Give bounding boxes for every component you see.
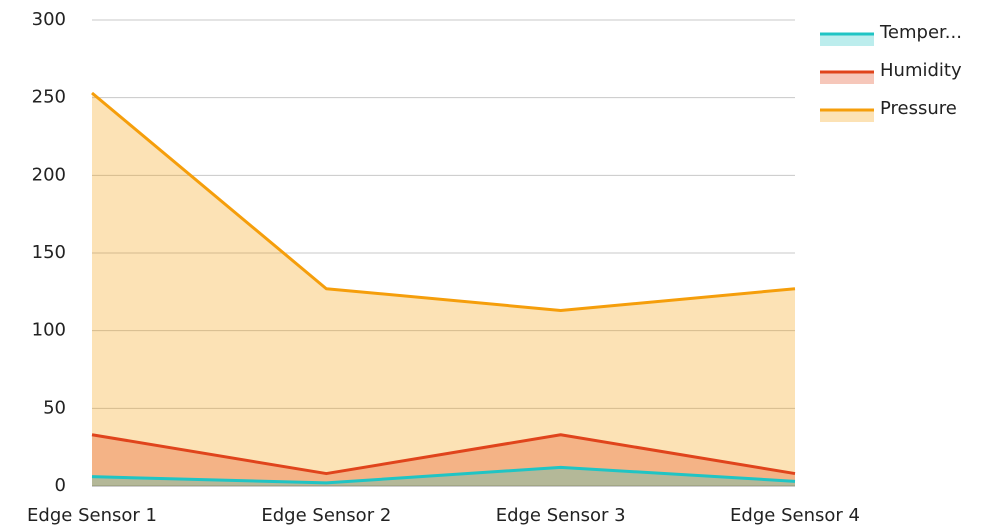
x-tick-label: Edge Sensor 1 (27, 505, 157, 526)
y-tick-label: 250 (32, 87, 66, 108)
legend-swatch (820, 110, 874, 122)
legend-label: Humidity (880, 60, 962, 81)
line (91, 91, 796, 312)
y-tick-label: 100 (32, 320, 66, 341)
line (91, 433, 796, 476)
legend-label: Pressure (880, 98, 957, 119)
x-tick-label: Edge Sensor 2 (261, 505, 391, 526)
y-tick-label: 300 (32, 9, 66, 30)
x-tick-label: Edge Sensor 4 (730, 505, 860, 526)
legend-label: Temper... (879, 22, 962, 43)
y-tick-label: 150 (32, 242, 66, 263)
y-tick-label: 50 (43, 397, 66, 418)
y-tick-label: 200 (32, 164, 66, 185)
legend-swatch (820, 72, 874, 84)
area (92, 434, 795, 486)
line (91, 465, 796, 485)
y-tick-label: 0 (55, 475, 66, 496)
x-tick-label: Edge Sensor 3 (496, 505, 626, 526)
legend-swatch (820, 34, 874, 46)
area (92, 93, 795, 487)
